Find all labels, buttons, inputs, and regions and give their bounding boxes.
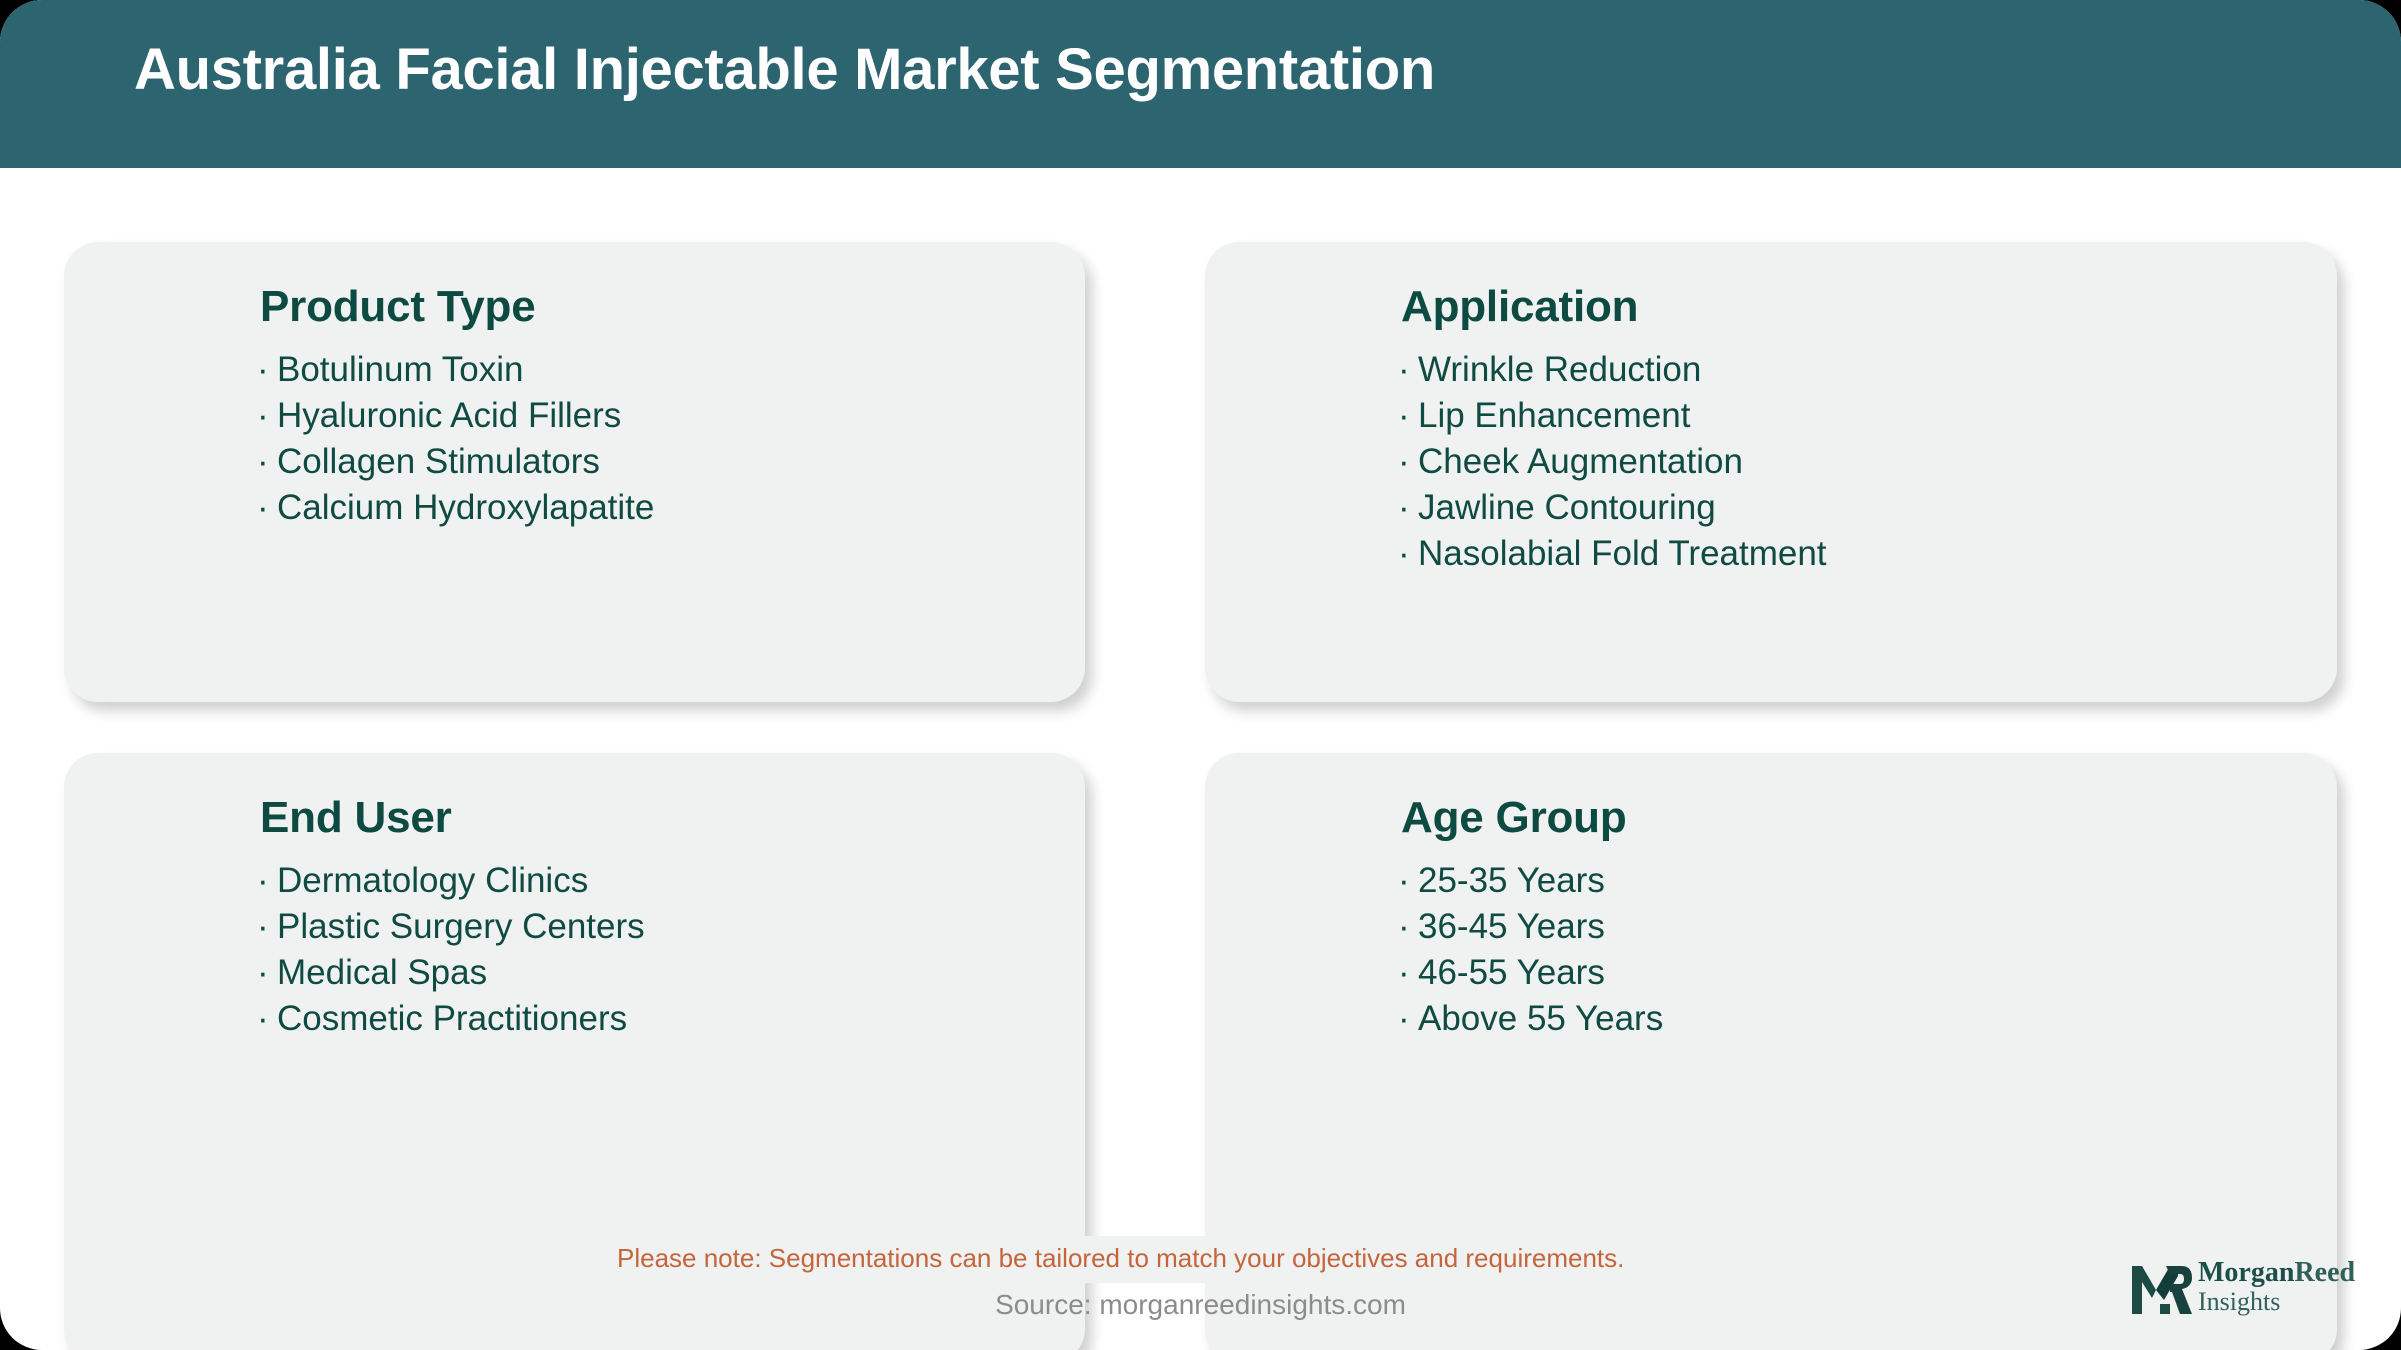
list-item: · Wrinkle Reduction xyxy=(1398,347,1827,393)
list-item-label: Jawline Contouring xyxy=(1418,488,1716,527)
list-item: · Dermatology Clinics xyxy=(257,858,645,904)
list-item: · Cosmetic Practitioners xyxy=(257,996,645,1042)
brand-reed: Reed xyxy=(2294,1257,2356,1288)
segment-card-end-user: End User · Dermatology Clinics · Plastic S… xyxy=(64,753,1085,1350)
segment-item-list: · Wrinkle Reduction · Lip Enhancement · Che… xyxy=(1398,347,1827,577)
list-item: · Cheek Augmentation xyxy=(1398,439,1827,485)
footer: Please note: Segmentations can be tailor… xyxy=(0,1228,2401,1350)
list-item-label: Wrinkle Reduction xyxy=(1418,350,1702,389)
list-item-label: Dermatology Clinics xyxy=(277,861,589,900)
list-item: · Above 55 Years xyxy=(1398,996,1663,1042)
bullet-icon: · xyxy=(1398,861,1410,900)
bullet-icon: · xyxy=(1398,953,1410,992)
bullet-icon: · xyxy=(257,350,269,389)
list-item-label: Nasolabial Fold Treatment xyxy=(1418,534,1827,573)
list-item: · 25-35 Years xyxy=(1398,858,1663,904)
segment-card-title: Application xyxy=(1401,282,1639,331)
segment-card-product-type: Product Type · Botulinum Toxin · Hyaluroni… xyxy=(64,242,1085,702)
list-item-label: Plastic Surgery Centers xyxy=(277,907,645,946)
list-item: · Jawline Contouring xyxy=(1398,485,1827,531)
list-item-label: Collagen Stimulators xyxy=(277,442,600,481)
segment-card-title: Age Group xyxy=(1401,793,1627,842)
list-item: · 46-55 Years xyxy=(1398,950,1663,996)
list-item: · Plastic Surgery Centers xyxy=(257,904,645,950)
list-item-label: Medical Spas xyxy=(277,953,488,992)
list-item: · Hyaluronic Acid Fillers xyxy=(257,393,654,439)
list-item: · Lip Enhancement xyxy=(1398,393,1827,439)
list-item: · Calcium Hydroxylapatite xyxy=(257,485,654,531)
page-title: Australia Facial Injectable Market Segme… xyxy=(134,37,1435,102)
list-item: · Collagen Stimulators xyxy=(257,439,654,485)
bullet-icon: · xyxy=(1398,442,1410,481)
list-item-label: Cheek Augmentation xyxy=(1418,442,1743,481)
brand-name-line1: MorganReed xyxy=(2198,1257,2355,1288)
segment-item-list: · Botulinum Toxin · Hyaluronic Acid Filler… xyxy=(257,347,654,531)
segment-card-application: Application · Wrinkle Reduction · Lip Enha… xyxy=(1205,242,2337,702)
bullet-icon: · xyxy=(1398,907,1410,946)
brand-name: MorganReed Insights xyxy=(2198,1257,2355,1316)
bullet-icon: · xyxy=(257,907,269,946)
list-item-label: Above 55 Years xyxy=(1418,999,1664,1038)
list-item: · Nasolabial Fold Treatment xyxy=(1398,531,1827,577)
list-item: · Medical Spas xyxy=(257,950,645,996)
bullet-icon: · xyxy=(257,396,269,435)
segment-item-list: · Dermatology Clinics · Plastic Surgery Ce… xyxy=(257,858,645,1042)
bullet-icon: · xyxy=(1398,350,1410,389)
list-item-label: Hyaluronic Acid Fillers xyxy=(277,396,622,435)
segmentation-card-grid: Product Type · Botulinum Toxin · Hyaluroni… xyxy=(0,168,2401,1350)
segment-item-list: · 25-35 Years · 36-45 Years · 46-55 Years ·… xyxy=(1398,858,1663,1042)
list-item-label: Calcium Hydroxylapatite xyxy=(277,488,655,527)
bullet-icon: · xyxy=(257,999,269,1038)
list-item-label: 25-35 Years xyxy=(1418,861,1605,900)
bullet-icon: · xyxy=(1398,488,1410,527)
bullet-icon: · xyxy=(257,953,269,992)
list-item-label: 36-45 Years xyxy=(1418,907,1605,946)
segment-card-title: Product Type xyxy=(260,282,536,331)
bullet-icon: · xyxy=(257,861,269,900)
list-item-label: Cosmetic Practitioners xyxy=(277,999,628,1038)
note-banner: Please note: Segmentations can be tailor… xyxy=(588,1236,1807,1283)
source-text: Source: morganreedinsights.com xyxy=(995,1289,1406,1320)
header-bar: Australia Facial Injectable Market Segme… xyxy=(0,0,2401,168)
bullet-icon: · xyxy=(257,488,269,527)
list-item: · Botulinum Toxin xyxy=(257,347,654,393)
bullet-icon: · xyxy=(1398,999,1410,1038)
note-text: Please note: Segmentations can be tailor… xyxy=(617,1243,1625,1273)
bullet-icon: · xyxy=(1398,396,1410,435)
brand-logo: MorganReed Insights xyxy=(2130,1257,2355,1321)
mr-monogram-icon xyxy=(2130,1260,2192,1321)
bullet-icon: · xyxy=(257,442,269,481)
list-item-label: 46-55 Years xyxy=(1418,953,1605,992)
brand-tagline: Insights xyxy=(2198,1287,2281,1316)
list-item-label: Botulinum Toxin xyxy=(277,350,524,389)
list-item: · 36-45 Years xyxy=(1398,904,1663,950)
list-item-label: Lip Enhancement xyxy=(1418,396,1691,435)
brand-morgan: Morgan xyxy=(2198,1257,2295,1288)
bullet-icon: · xyxy=(1398,534,1410,573)
segment-card-title: End User xyxy=(260,793,452,842)
